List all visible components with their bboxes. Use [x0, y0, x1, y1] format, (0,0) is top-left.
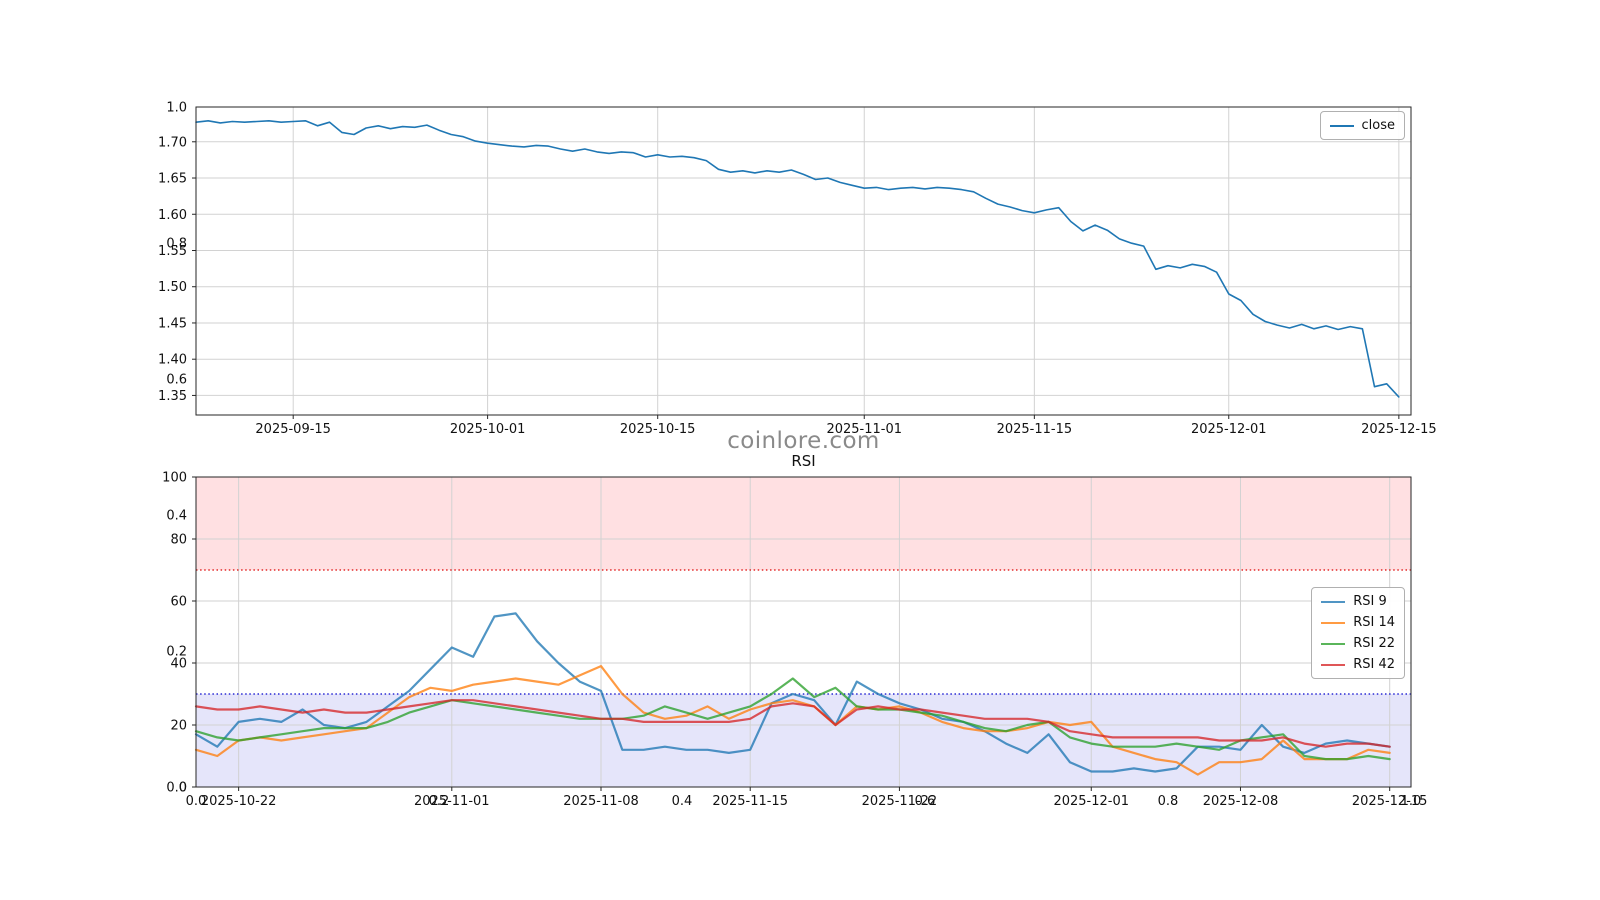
legend-item-rsi-42: RSI 42	[1321, 656, 1395, 673]
legend-label-close: close	[1361, 118, 1395, 133]
x-tick-label: 2025-12-15	[1352, 794, 1428, 809]
y-tick-label: 80	[170, 533, 187, 548]
phantom-x-tick-label: 0.2	[429, 794, 450, 809]
y-tick-label: 1.70	[158, 135, 187, 150]
legend-label-rsi-22: RSI 22	[1353, 636, 1395, 651]
oversold-band	[196, 694, 1411, 787]
price-legend: close	[1319, 111, 1405, 140]
y-tick-label: 100	[162, 471, 187, 486]
phantom-x-tick-label: 1.0	[1401, 794, 1422, 809]
x-tick-label: 2025-11-01	[826, 422, 902, 437]
series-line-rsi-22	[194, 677, 1391, 761]
y-tick-label: 20	[170, 719, 187, 734]
x-tick-label: 2025-11-22	[862, 794, 938, 809]
y-tick-label: 60	[170, 595, 187, 610]
legend-item-close: close	[1329, 117, 1395, 134]
y-tick-label: 1.50	[158, 280, 187, 295]
phantom-y-tick-label: 0.0	[166, 781, 187, 796]
x-tick-label: 2025-12-08	[1203, 794, 1279, 809]
plot-border	[195, 106, 1412, 416]
rsi-22-line-swatch	[1321, 642, 1346, 645]
x-tick-label: 2025-11-15	[712, 794, 788, 809]
y-tick-label: 1.40	[158, 353, 187, 368]
phantom-y-tick-label: 1.0	[166, 101, 187, 116]
y-tick-label: 1.65	[158, 172, 187, 187]
x-tick-label: 2025-09-15	[255, 422, 331, 437]
y-tick-label: 1.45	[158, 316, 187, 331]
x-tick-label: 2025-12-01	[1053, 794, 1129, 809]
phantom-y-tick-label: 0.2	[166, 645, 187, 660]
x-tick-label: 2025-10-22	[201, 794, 277, 809]
x-tick-label: 2025-12-01	[1191, 422, 1267, 437]
rsi-panel-title: RSI	[791, 452, 816, 470]
y-tick-label: 1.60	[158, 208, 187, 223]
rsi-42-line-swatch	[1321, 663, 1346, 666]
phantom-x-tick-label: 0.4	[672, 794, 693, 809]
legend-item-rsi-9: RSI 9	[1321, 593, 1395, 610]
series-line-close	[195, 120, 1400, 398]
close-line-swatch	[1329, 124, 1354, 127]
x-tick-label: 2025-11-01	[414, 794, 490, 809]
x-tick-label: 2025-10-15	[620, 422, 696, 437]
phantom-y-tick-label: 0.8	[166, 237, 187, 252]
phantom-x-tick-label: 0.8	[1158, 794, 1179, 809]
x-tick-label: 2025-10-01	[450, 422, 526, 437]
rsi-9-line-swatch	[1321, 600, 1346, 603]
x-tick-label: 2025-11-08	[563, 794, 639, 809]
legend-item-rsi-14: RSI 14	[1321, 614, 1395, 631]
overbought-band	[196, 477, 1411, 570]
legend-label-rsi-14: RSI 14	[1353, 615, 1395, 630]
x-tick-label: 2025-12-15	[1361, 422, 1437, 437]
phantom-x-tick-label: 0.0	[186, 794, 207, 809]
legend-label-rsi-42: RSI 42	[1353, 657, 1395, 672]
rsi-legend: RSI 9 RSI 14 RSI 22 RSI 42	[1311, 587, 1405, 679]
watermark: coinlore.com	[727, 428, 880, 454]
series-line-rsi-9	[194, 612, 1391, 773]
legend-item-rsi-22: RSI 22	[1321, 635, 1395, 652]
rsi-14-line-swatch	[1321, 621, 1346, 624]
series-line-rsi-42	[194, 699, 1391, 748]
x-tick-label: 2025-11-15	[997, 422, 1073, 437]
phantom-y-tick-label: 0.4	[166, 509, 187, 524]
y-tick-label: 1.55	[158, 244, 187, 259]
phantom-y-tick-label: 0.6	[166, 373, 187, 388]
y-tick-label: 1.35	[158, 389, 187, 404]
phantom-x-tick-label: 0.6	[915, 794, 936, 809]
y-tick-label: 0	[179, 781, 187, 796]
y-tick-label: 40	[170, 657, 187, 672]
plot-border	[195, 476, 1412, 788]
legend-label-rsi-9: RSI 9	[1353, 594, 1387, 609]
